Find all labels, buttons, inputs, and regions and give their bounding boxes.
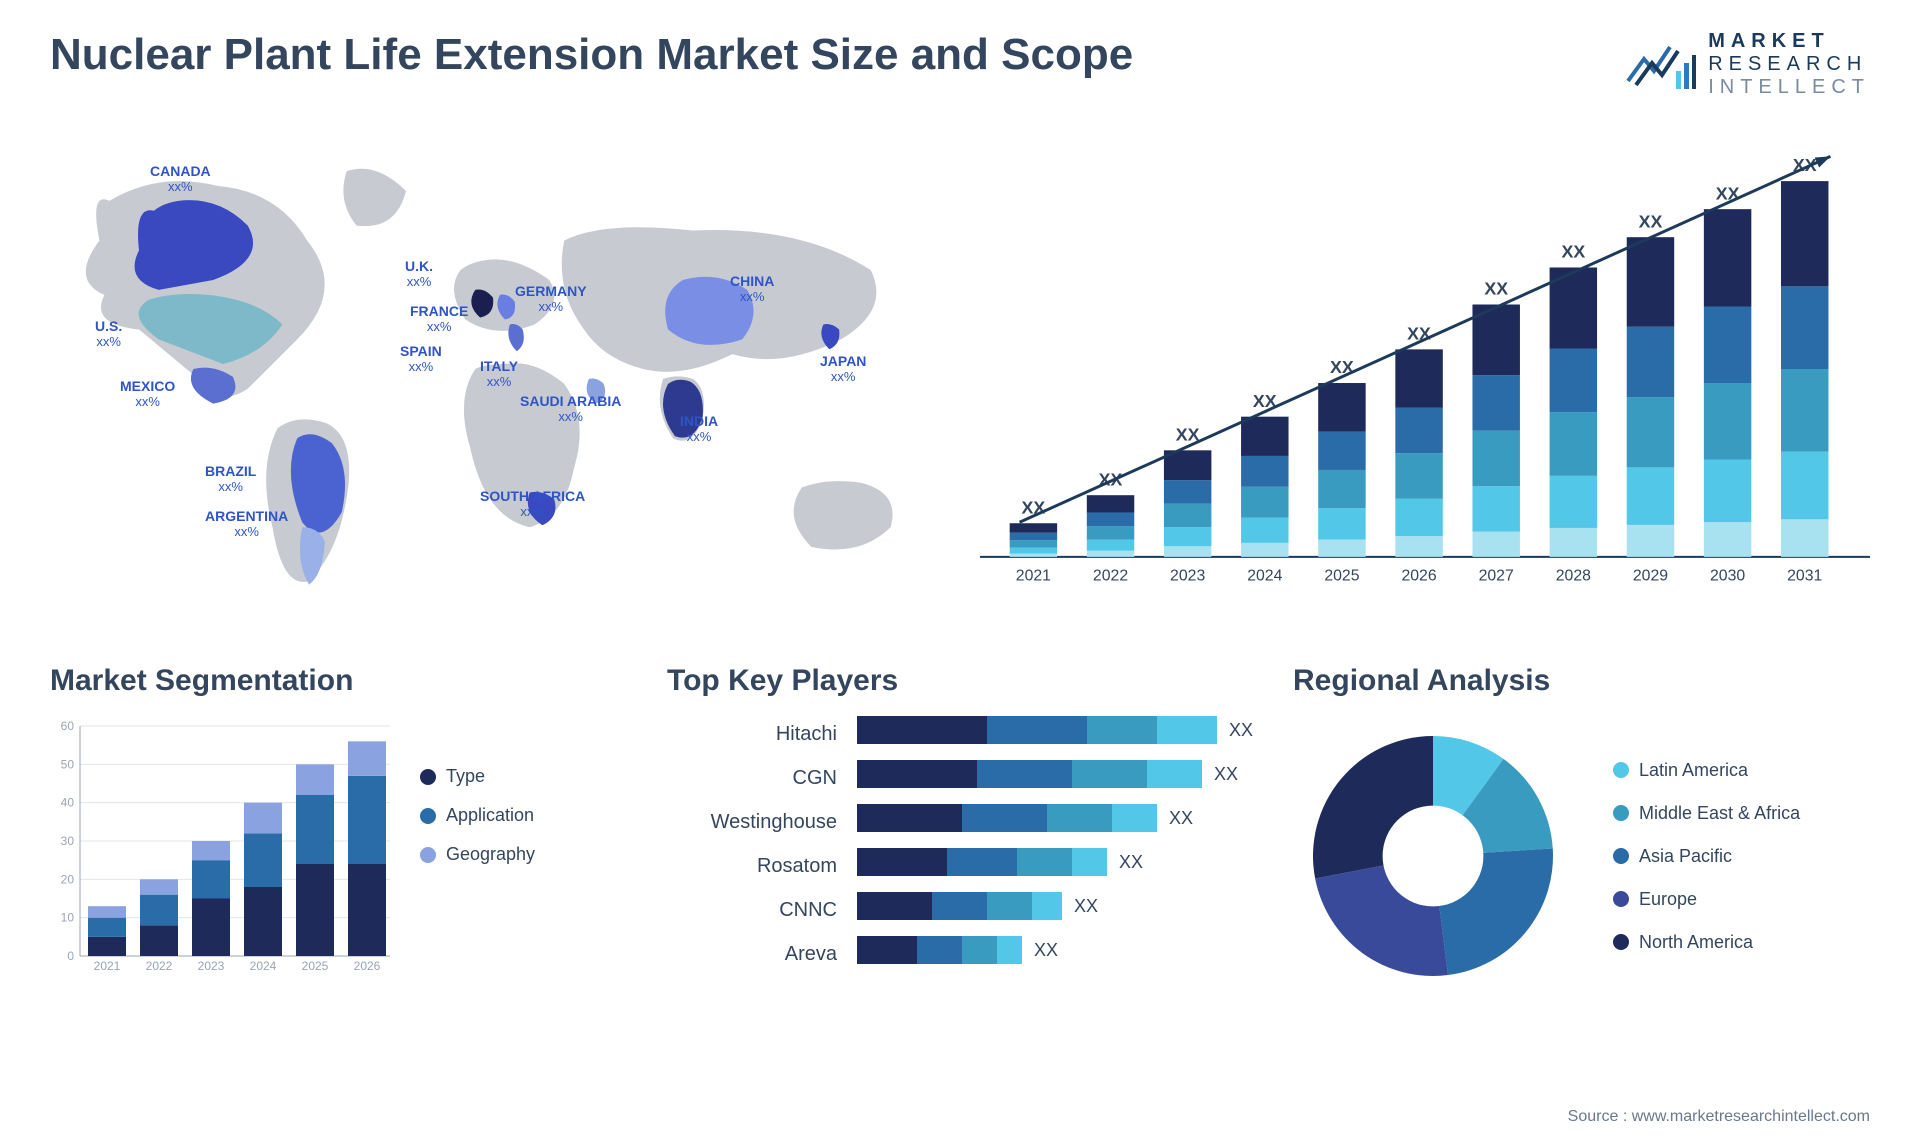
svg-text:XX: XX [1639, 211, 1663, 231]
country-label: U.S.xx% [95, 319, 122, 350]
player-bar-row: XX [857, 848, 1253, 876]
country-label: ITALYxx% [480, 359, 518, 390]
svg-text:30: 30 [61, 834, 75, 848]
country-label: BRAZILxx% [205, 464, 256, 495]
svg-text:2027: 2027 [1479, 568, 1514, 585]
players-panel: Top Key Players Hitachi CGN Westinghouse Ro… [667, 664, 1253, 996]
logo-line1: MARKET [1708, 30, 1870, 53]
segmentation-title: Market Segmentation [50, 664, 627, 698]
player-name: Westinghouse [711, 808, 837, 836]
regional-donut-chart [1293, 716, 1573, 996]
legend-item: Application [420, 805, 535, 826]
player-bar-row: XX [857, 804, 1253, 832]
svg-text:2024: 2024 [1247, 568, 1282, 585]
player-value: XX [1214, 764, 1238, 785]
world-map-chart: CANADAxx% U.S.xx% MEXICOxx% BRAZILxx% ARGENT… [50, 129, 940, 609]
player-value: XX [1074, 896, 1098, 917]
page-title: Nuclear Plant Life Extension Market Size… [50, 30, 1133, 80]
player-bar-row: XX [857, 936, 1253, 964]
source-attribution: Source : www.marketresearchintellect.com [1568, 1108, 1870, 1126]
svg-text:2023: 2023 [198, 959, 225, 973]
svg-text:2026: 2026 [1401, 568, 1436, 585]
svg-text:2021: 2021 [1016, 568, 1051, 585]
player-labels: Hitachi CGN Westinghouse Rosatom CNNC Areva [667, 716, 837, 968]
legend-item: Asia Pacific [1613, 846, 1800, 867]
svg-text:2031: 2031 [1787, 568, 1822, 585]
logo-line3: INTELLECT [1708, 76, 1870, 99]
player-name: CGN [793, 764, 837, 792]
player-value: XX [1034, 940, 1058, 961]
regional-panel: Regional Analysis Latin America Middle Ea… [1293, 664, 1870, 996]
svg-text:2023: 2023 [1170, 568, 1205, 585]
player-bar-row: XX [857, 716, 1253, 744]
country-label: JAPANxx% [820, 354, 866, 385]
country-label: CHINAxx% [730, 274, 774, 305]
country-label: U.K.xx% [405, 259, 433, 290]
svg-text:2022: 2022 [146, 959, 173, 973]
logo-mark-icon [1626, 37, 1696, 93]
legend-item: Geography [420, 844, 535, 865]
svg-text:40: 40 [61, 796, 75, 810]
player-bars: XX XX XX XX XX XX [857, 716, 1253, 968]
svg-text:50: 50 [61, 757, 75, 771]
legend-item: Europe [1613, 889, 1800, 910]
country-label: MEXICOxx% [120, 379, 175, 410]
player-name: Hitachi [776, 720, 837, 748]
country-label: SOUTH AFRICAxx% [480, 489, 585, 520]
forecast-chart: XX2021XX2022XX2023XX2024XX2025XX2026XX20… [980, 129, 1870, 609]
svg-text:2022: 2022 [1093, 568, 1128, 585]
country-label: SAUDI ARABIAxx% [520, 394, 621, 425]
forecast-svg: XX2021XX2022XX2023XX2024XX2025XX2026XX20… [980, 129, 1870, 609]
svg-text:2029: 2029 [1633, 568, 1668, 585]
country-label: INDIAxx% [680, 414, 718, 445]
legend-item: Middle East & Africa [1613, 803, 1800, 824]
legend-item: Latin America [1613, 760, 1800, 781]
country-label: SPAINxx% [400, 344, 442, 375]
svg-text:XX: XX [1022, 497, 1046, 517]
segmentation-legend: Type Application Geography [420, 766, 535, 865]
legend-item: Type [420, 766, 535, 787]
player-name: Rosatom [757, 852, 837, 880]
players-title: Top Key Players [667, 664, 1253, 698]
player-bar-row: XX [857, 892, 1253, 920]
brand-logo: MARKET RESEARCH INTELLECT [1626, 30, 1870, 99]
segmentation-panel: Market Segmentation 0 10 20 30 40 50 60 2021 202… [50, 664, 627, 996]
player-bar-row: XX [857, 760, 1253, 788]
country-label: GERMANYxx% [515, 284, 587, 315]
regional-legend: Latin America Middle East & Africa Asia Pa… [1613, 760, 1800, 953]
logo-line2: RESEARCH [1708, 53, 1870, 76]
player-value: XX [1169, 808, 1193, 829]
svg-text:60: 60 [61, 719, 75, 733]
segmentation-chart: 0 10 20 30 40 50 60 2021 2022 2023 2024 2025 2026 [50, 716, 390, 976]
svg-text:XX: XX [1561, 242, 1585, 262]
svg-text:2030: 2030 [1710, 568, 1745, 585]
regional-title: Regional Analysis [1293, 664, 1870, 698]
svg-text:2028: 2028 [1556, 568, 1591, 585]
player-value: XX [1119, 852, 1143, 873]
country-label: ARGENTINAxx% [205, 509, 288, 540]
svg-text:2021: 2021 [94, 959, 121, 973]
svg-text:0: 0 [67, 949, 74, 963]
player-value: XX [1229, 720, 1253, 741]
svg-text:XX: XX [1484, 279, 1508, 299]
svg-text:2025: 2025 [1324, 568, 1359, 585]
svg-text:2024: 2024 [250, 959, 277, 973]
player-name: Areva [785, 940, 837, 968]
player-name: CNNC [779, 896, 837, 924]
legend-item: North America [1613, 932, 1800, 953]
svg-text:2025: 2025 [302, 959, 329, 973]
svg-text:20: 20 [61, 872, 75, 886]
svg-text:10: 10 [61, 911, 75, 925]
country-label: FRANCExx% [410, 304, 468, 335]
country-label: CANADAxx% [150, 164, 211, 195]
svg-text:2026: 2026 [354, 959, 381, 973]
